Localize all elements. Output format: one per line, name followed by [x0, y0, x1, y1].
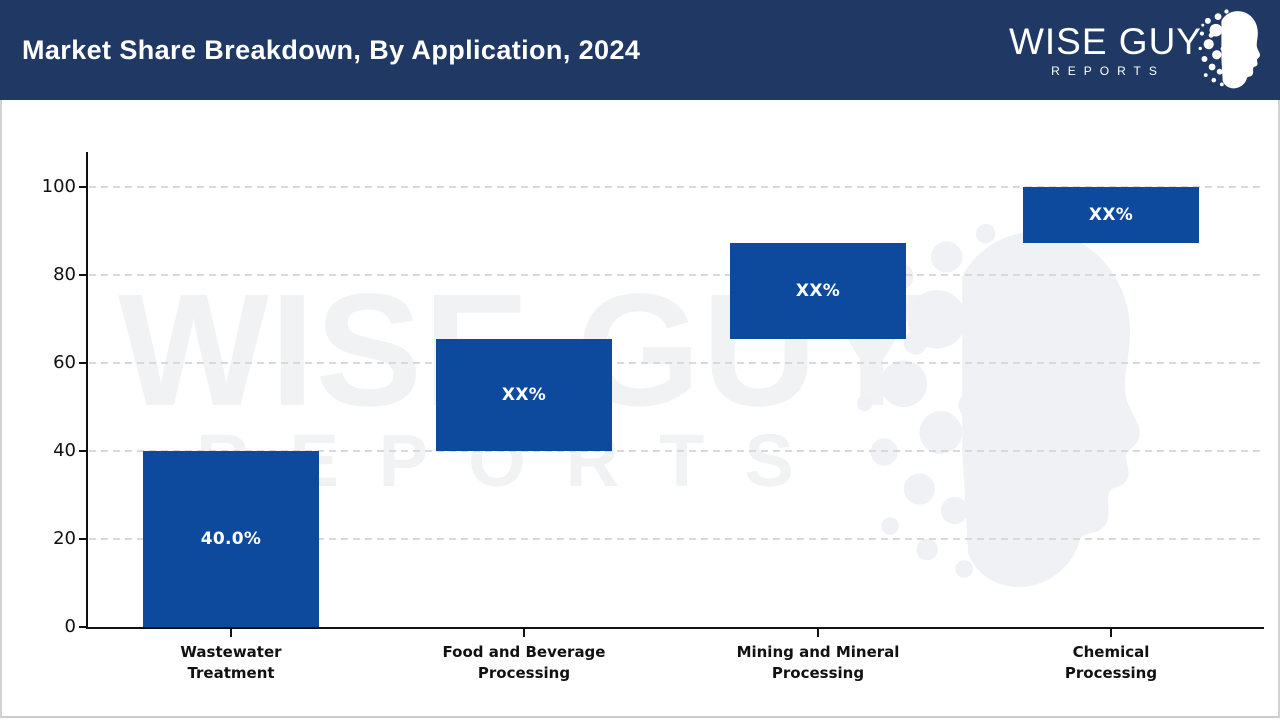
- y-axis-tick-mark: [79, 274, 87, 276]
- logo-head-icon: [1198, 9, 1261, 89]
- y-axis-tick-label: 0: [64, 616, 76, 637]
- header-banner: Market Share Breakdown, By Application, …: [0, 0, 1280, 100]
- y-axis-tick-label: 100: [41, 176, 76, 197]
- y-axis-tick-label: 80: [53, 264, 76, 285]
- gridline-40: [89, 450, 1262, 452]
- bar-value-label: XX%: [501, 384, 547, 405]
- y-axis-line: [86, 152, 88, 629]
- gridline-20: [89, 538, 1262, 540]
- x-axis-category-label: Wastewater Treatment: [180, 643, 282, 682]
- y-axis-tick-mark: [79, 362, 87, 364]
- x-axis-category-label: Chemical Processing: [1064, 643, 1158, 682]
- logo-sub-text: REPORTS: [1051, 64, 1165, 78]
- watermark-head-icon: [856, 223, 1140, 588]
- bar-value-label: XX%: [795, 280, 841, 301]
- y-axis-tick-mark: [79, 186, 87, 188]
- gridline-100: [89, 186, 1262, 188]
- x-axis-category-label: Food and Beverage Processing: [442, 643, 606, 682]
- bar-segment: XX%: [1023, 187, 1199, 243]
- x-axis-tick-mark: [230, 629, 232, 637]
- x-axis-line: [86, 627, 1264, 629]
- page-title: Market Share Breakdown, By Application, …: [22, 34, 641, 65]
- x-axis-tick-mark: [1110, 629, 1112, 637]
- wise-guy-reports-logo: WISE GUY REPORTS: [1009, 8, 1268, 93]
- logo-text: WISE GUY REPORTS: [1009, 23, 1202, 78]
- bar-value-label: 40.0%: [200, 529, 262, 549]
- y-axis-tick-mark: [79, 538, 87, 540]
- x-axis-category-label: Mining and Mineral Processing: [736, 643, 900, 682]
- bar-value-label: XX%: [1088, 204, 1134, 225]
- x-axis-tick-mark: [817, 629, 819, 637]
- bar-segment: XX%: [436, 338, 612, 451]
- bar-segment: XX%: [730, 242, 906, 339]
- bar-segment: 40.0%: [143, 451, 319, 627]
- y-axis-tick-mark: [79, 626, 87, 628]
- y-axis-tick-label: 20: [53, 528, 76, 549]
- gridline-60: [89, 362, 1262, 364]
- logo-brand-text: WISE GUY: [1008, 21, 1202, 62]
- x-axis-tick-mark: [523, 629, 525, 637]
- y-axis-tick-label: 40: [53, 440, 76, 461]
- y-axis-tick-mark: [79, 450, 87, 452]
- gridline-80: [89, 274, 1262, 276]
- y-axis-tick-label: 60: [53, 352, 76, 373]
